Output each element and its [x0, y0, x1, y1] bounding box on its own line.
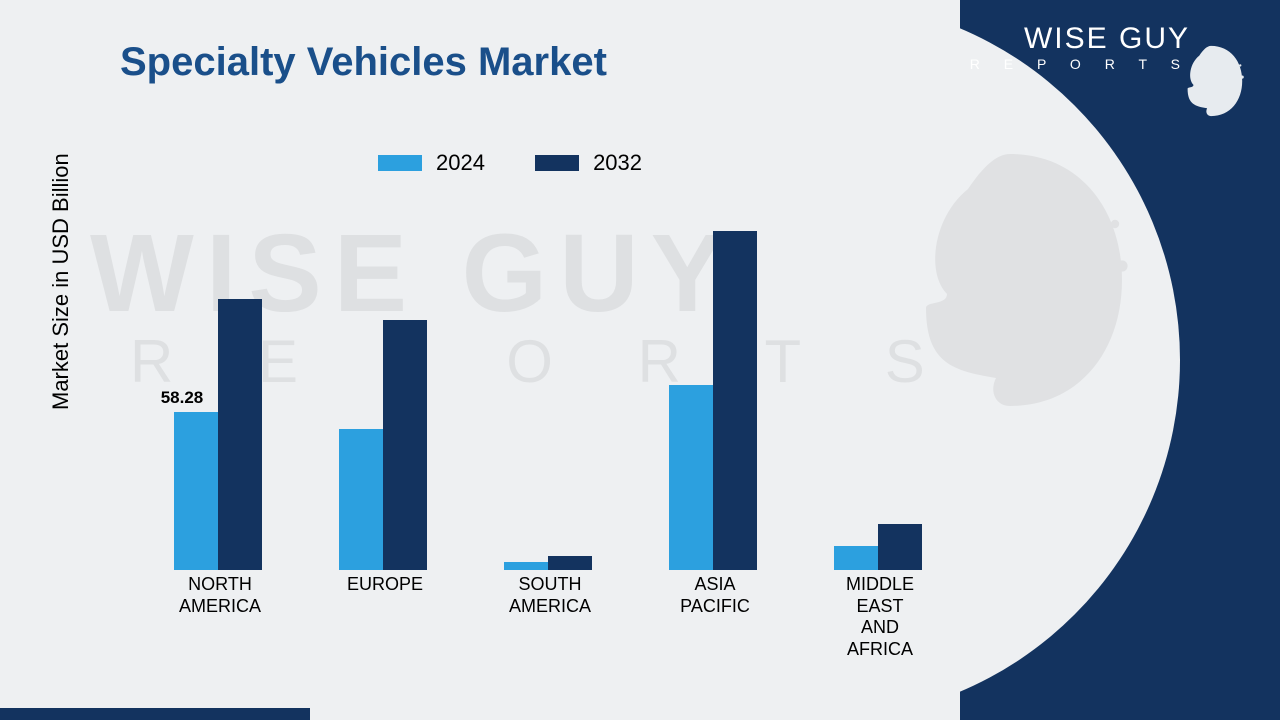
- bar-value-label-na: 58.28: [152, 388, 212, 408]
- legend-swatch-2032: [535, 155, 579, 171]
- brand-logo: WISE GUY R E P O R T S: [970, 22, 1250, 72]
- legend-item-2032: 2032: [535, 150, 642, 176]
- legend-label-2032: 2032: [593, 150, 642, 176]
- bar-2024-na: [174, 412, 218, 570]
- brand-line2: R E P O R T S: [970, 56, 1190, 72]
- legend-label-2024: 2024: [436, 150, 485, 176]
- bar-2024-eu: [339, 429, 383, 570]
- bar-2024-ap: [669, 385, 713, 570]
- x-label-ap: ASIAPACIFIC: [645, 574, 785, 617]
- x-label-na: NORTHAMERICA: [150, 574, 290, 617]
- x-label-sa: SOUTHAMERICA: [480, 574, 620, 617]
- bar-2032-eu: [383, 320, 427, 570]
- plot-area: 58.28: [130, 190, 950, 570]
- x-label-eu: EUROPE: [315, 574, 455, 596]
- bar-2032-ap: [713, 231, 757, 570]
- bar-2032-sa: [548, 556, 592, 570]
- bar-2024-mea: [834, 546, 878, 570]
- legend-item-2024: 2024: [378, 150, 485, 176]
- bar-chart: Market Size in USD Billion 2024 2032 58.…: [70, 150, 950, 680]
- page-title: Specialty Vehicles Market: [120, 40, 607, 85]
- bar-2032-na: [218, 299, 262, 570]
- stage: WISE GUY R E P O R T S Specialty Vehicle…: [0, 0, 1280, 720]
- x-label-mea: MIDDLEEASTANDAFRICA: [810, 574, 950, 660]
- legend-swatch-2024: [378, 155, 422, 171]
- y-axis-label: Market Size in USD Billion: [48, 153, 74, 410]
- brand-line1: WISE GUY: [970, 22, 1190, 56]
- bar-2032-mea: [878, 524, 922, 570]
- bottom-accent-bar: [0, 708, 310, 720]
- legend: 2024 2032: [70, 150, 950, 177]
- bar-2024-sa: [504, 562, 548, 570]
